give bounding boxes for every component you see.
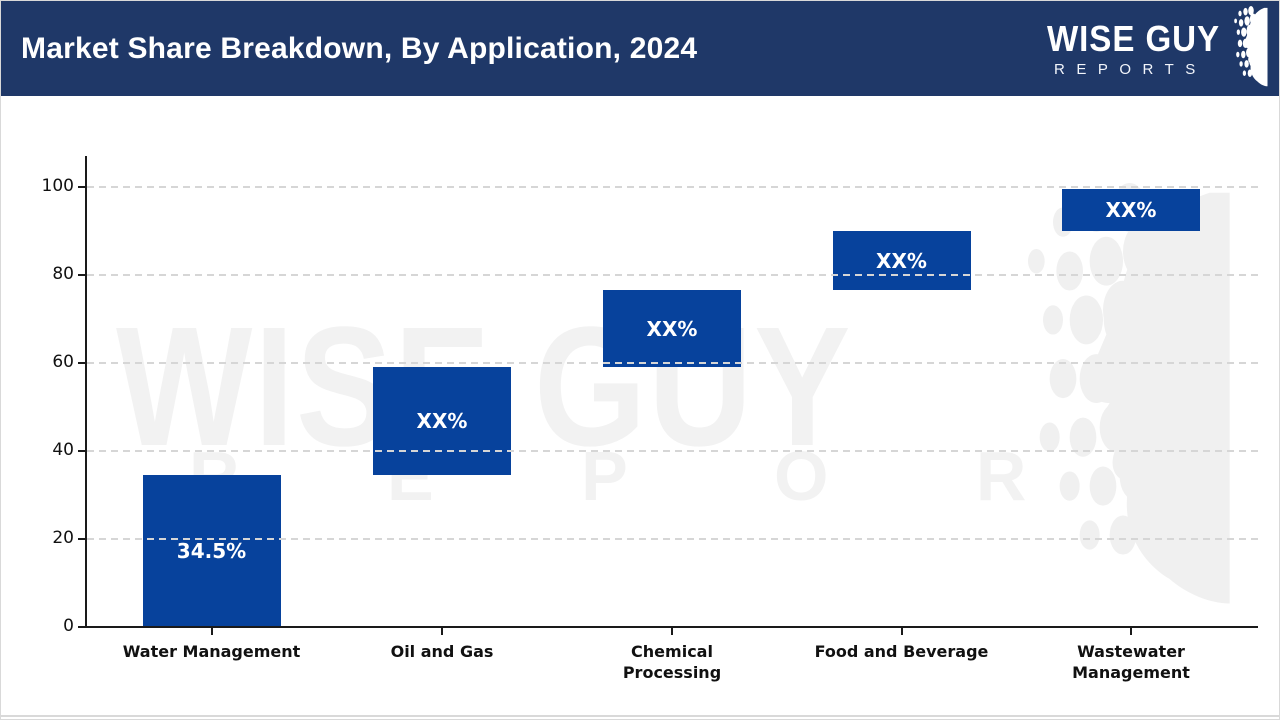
x-tick-2 (671, 628, 673, 635)
logo-subtext: REPORTS (1054, 61, 1207, 78)
y-tick-label-20: 20 (52, 528, 74, 548)
y-tick-label-60: 60 (52, 352, 74, 372)
y-tick-label-80: 80 (52, 264, 74, 284)
y-axis (85, 156, 87, 628)
x-category-label-3: Food and Beverage (814, 642, 989, 661)
gridline-y20 (87, 538, 1258, 540)
logo-wordmark: WISE GUY (1047, 18, 1220, 59)
x-category-label-4: Wastewater Management (1072, 642, 1190, 682)
watermark-head-graphic (1028, 183, 1230, 604)
logo-head-icon (1234, 6, 1268, 87)
bar-food-and-beverage: XX% (832, 231, 971, 291)
header-bar: Market Share Breakdown, By Application, … (1, 1, 1279, 96)
bar-value-label: XX% (416, 409, 468, 434)
y-tick-40 (78, 450, 85, 452)
gridline-y40 (87, 450, 1258, 452)
y-tick-80 (78, 274, 85, 276)
bar-value-label: 34.5% (176, 539, 247, 564)
x-category-label-0: Water Management (122, 642, 301, 661)
gridline-y60 (87, 362, 1258, 364)
bar-chemical-processing: XX% (603, 290, 741, 368)
x-tick-1 (441, 628, 443, 635)
x-tick-3 (900, 628, 903, 635)
x-tick-4 (1130, 628, 1132, 635)
bar-oil-and-gas: XX% (373, 367, 511, 476)
y-tick-60 (78, 362, 85, 364)
gridline-y80 (87, 274, 1258, 276)
x-tick-0 (210, 628, 213, 635)
brand-logo: WISE GUY REPORTS (1041, 1, 1277, 96)
y-tick-100 (78, 186, 85, 188)
page-title: Market Share Breakdown, By Application, … (21, 31, 698, 65)
bottom-divider (1, 715, 1279, 717)
bar-wastewater-management: XX% (1062, 189, 1200, 231)
chart-plot-area: 0 20 40 60 80 100 34.5% XX% XX% XX% XX% Water Manag… (1, 96, 1279, 716)
y-tick-label-100: 100 (41, 176, 74, 196)
y-tick-0 (78, 626, 85, 628)
gridline-y100 (87, 186, 1258, 188)
bar-value-label: XX% (646, 316, 698, 341)
bar-value-label: XX% (876, 248, 927, 273)
x-category-label-2: Chemical Processing (622, 642, 722, 682)
bar-water-management: 34.5% (142, 475, 281, 627)
bar-value-label: XX% (1105, 198, 1157, 223)
y-tick-20 (78, 538, 85, 540)
y-tick-label-0: 0 (63, 616, 74, 636)
y-tick-label-40: 40 (52, 440, 74, 460)
x-category-label-1: Oil and Gas (390, 642, 494, 661)
x-axis (85, 626, 1258, 628)
